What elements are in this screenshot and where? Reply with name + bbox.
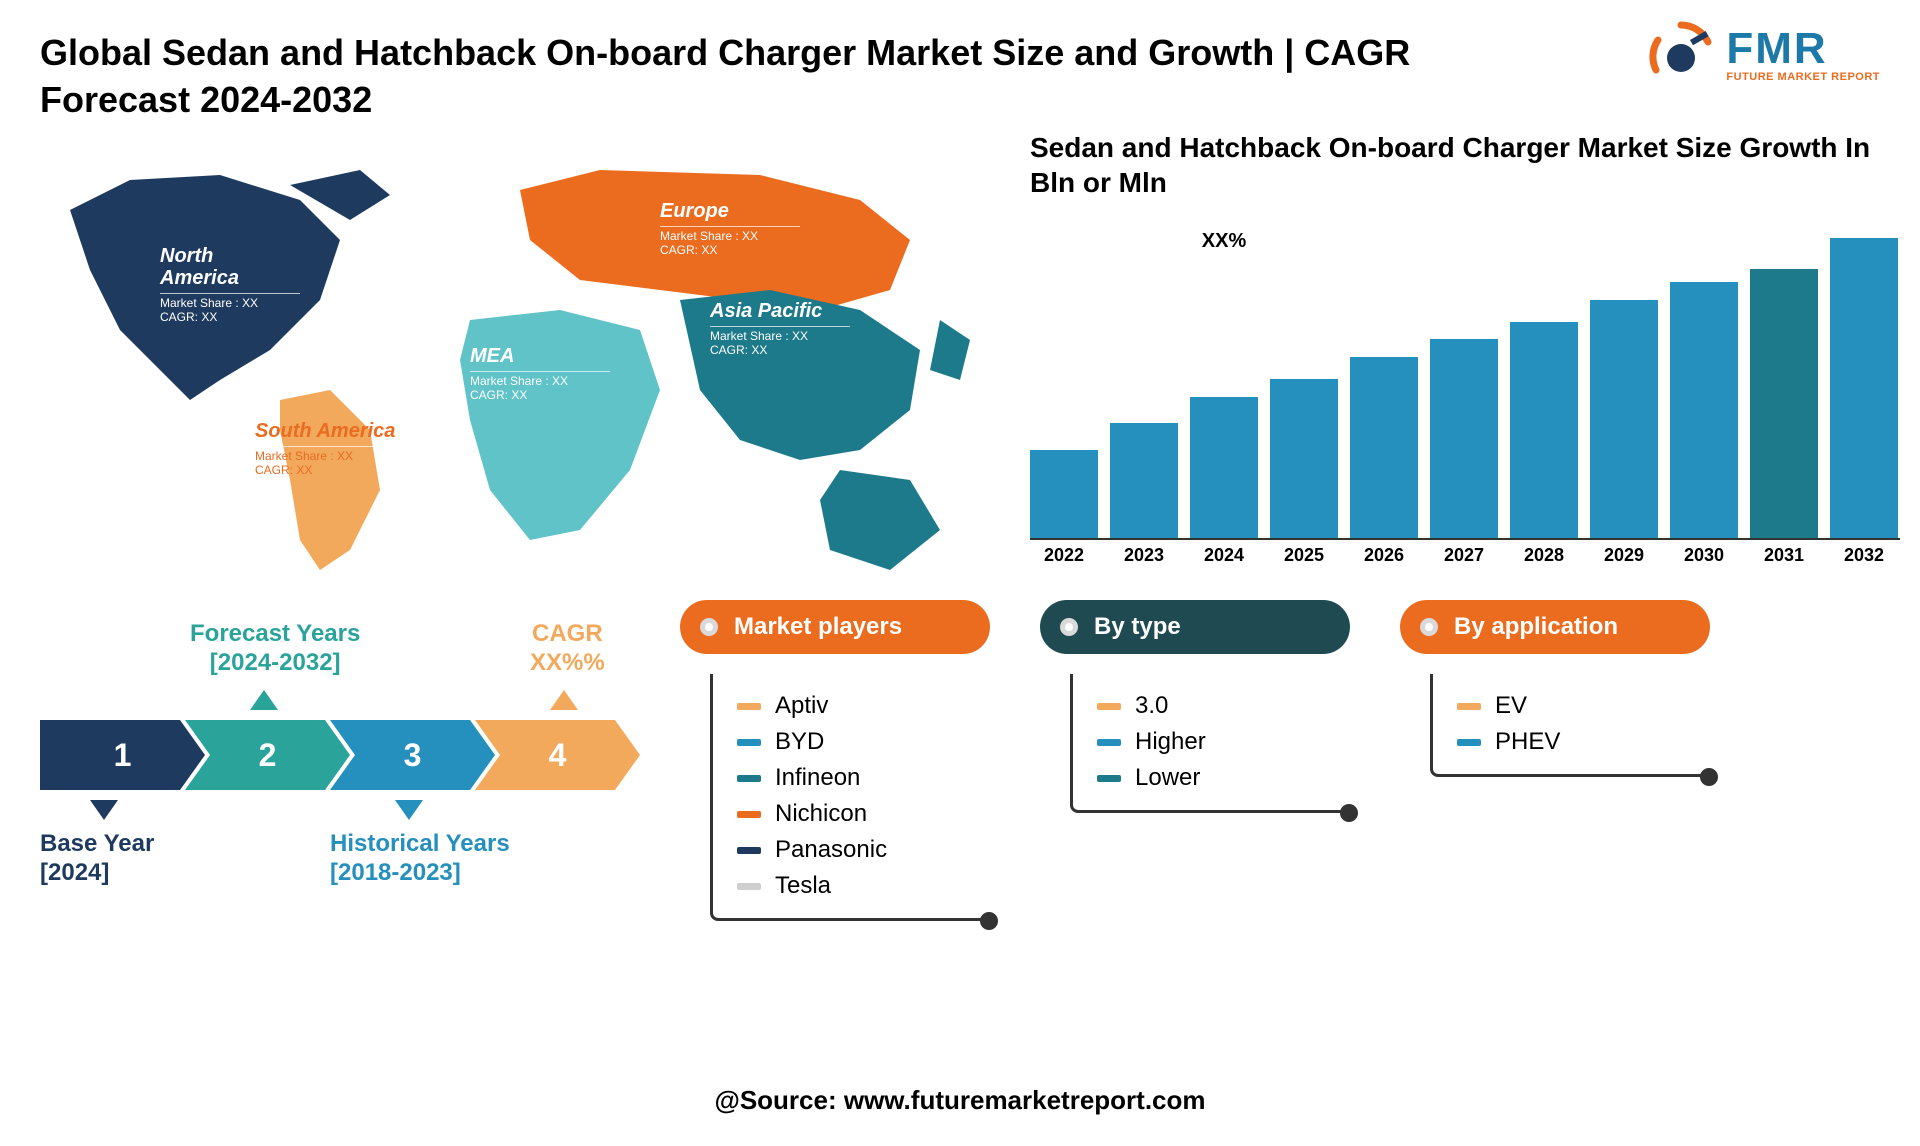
world-map: North AmericaMarket Share : XXCAGR: XX So…: [40, 150, 1000, 580]
bar-2030: 2030: [1670, 282, 1738, 538]
base-year-label: Base Year [2024]: [40, 830, 154, 888]
bar-2031: 2031: [1750, 269, 1818, 538]
region-label-north_america: North AmericaMarket Share : XXCAGR: XX: [160, 245, 300, 324]
region-label-asia_pacific: Asia PacificMarket Share : XXCAGR: XX: [710, 300, 850, 357]
brand-logo: FMR FUTURE MARKET REPORT: [1646, 20, 1880, 90]
bar-2029: 2029: [1590, 300, 1658, 538]
historical-arrow-icon: [395, 800, 423, 820]
section-pill-by_application: By application: [1400, 600, 1710, 654]
list-item: EV: [1457, 692, 1710, 720]
section-pill-by_type: By type: [1040, 600, 1350, 654]
region-label-south_america: South AmericaMarket Share : XXCAGR: XX: [255, 420, 395, 477]
section-by_application: By application EV PHEV: [1400, 600, 1710, 777]
bar-2022: 2022: [1030, 450, 1098, 538]
bar-2028: 2028: [1510, 322, 1578, 538]
section-pill-market_players: Market players: [680, 600, 990, 654]
region-label-europe: EuropeMarket Share : XXCAGR: XX: [660, 200, 800, 257]
section-market_players: Market players Aptiv BYD Infineon Nichicon Pa…: [680, 600, 990, 921]
cagr-label: CAGR XX%%: [530, 620, 605, 678]
bar-2032: XX%2032: [1830, 238, 1898, 538]
timeline-segment-3: 3: [330, 720, 495, 790]
bar-chart: Sedan and Hatchback On-board Charger Mar…: [1030, 130, 1900, 570]
timeline: Forecast Years [2024-2032] CAGR XX%% 123…: [40, 620, 640, 790]
bar-2024: XX%2024: [1190, 397, 1258, 538]
list-item: 3.0: [1097, 692, 1350, 720]
bar-2026: 2026: [1350, 357, 1418, 538]
page-title: Global Sedan and Hatchback On-board Char…: [40, 30, 1540, 124]
bar-2025: 2025: [1270, 379, 1338, 538]
bar-2023: 2023: [1110, 423, 1178, 538]
logo-text-main: FMR: [1726, 27, 1880, 71]
timeline-segment-4: 4: [475, 720, 640, 790]
list-item: Nichicon: [737, 800, 990, 828]
list-item: BYD: [737, 728, 990, 756]
list-item: Aptiv: [737, 692, 990, 720]
logo-icon: [1646, 20, 1716, 90]
chart-title: Sedan and Hatchback On-board Charger Mar…: [1030, 130, 1900, 200]
forecast-arrow-icon: [250, 690, 278, 710]
forecast-label: Forecast Years [2024-2032]: [190, 620, 360, 678]
cagr-arrow-icon: [550, 690, 578, 710]
historical-label: Historical Years [2018-2023]: [330, 830, 510, 888]
region-label-mea: MEAMarket Share : XXCAGR: XX: [470, 345, 610, 402]
list-item: Lower: [1097, 764, 1350, 792]
logo-text-sub: FUTURE MARKET REPORT: [1726, 71, 1880, 83]
list-item: Higher: [1097, 728, 1350, 756]
timeline-segment-2: 2: [185, 720, 350, 790]
source-attribution: @Source: www.futuremarketreport.com: [714, 1085, 1205, 1116]
bar-2027: 2027: [1430, 339, 1498, 538]
list-item: Tesla: [737, 872, 990, 900]
list-item: Infineon: [737, 764, 990, 792]
list-item: PHEV: [1457, 728, 1710, 756]
base-arrow-icon: [90, 800, 118, 820]
section-by_type: By type 3.0 Higher Lower: [1040, 600, 1350, 813]
timeline-segment-1: 1: [40, 720, 205, 790]
list-item: Panasonic: [737, 836, 990, 864]
